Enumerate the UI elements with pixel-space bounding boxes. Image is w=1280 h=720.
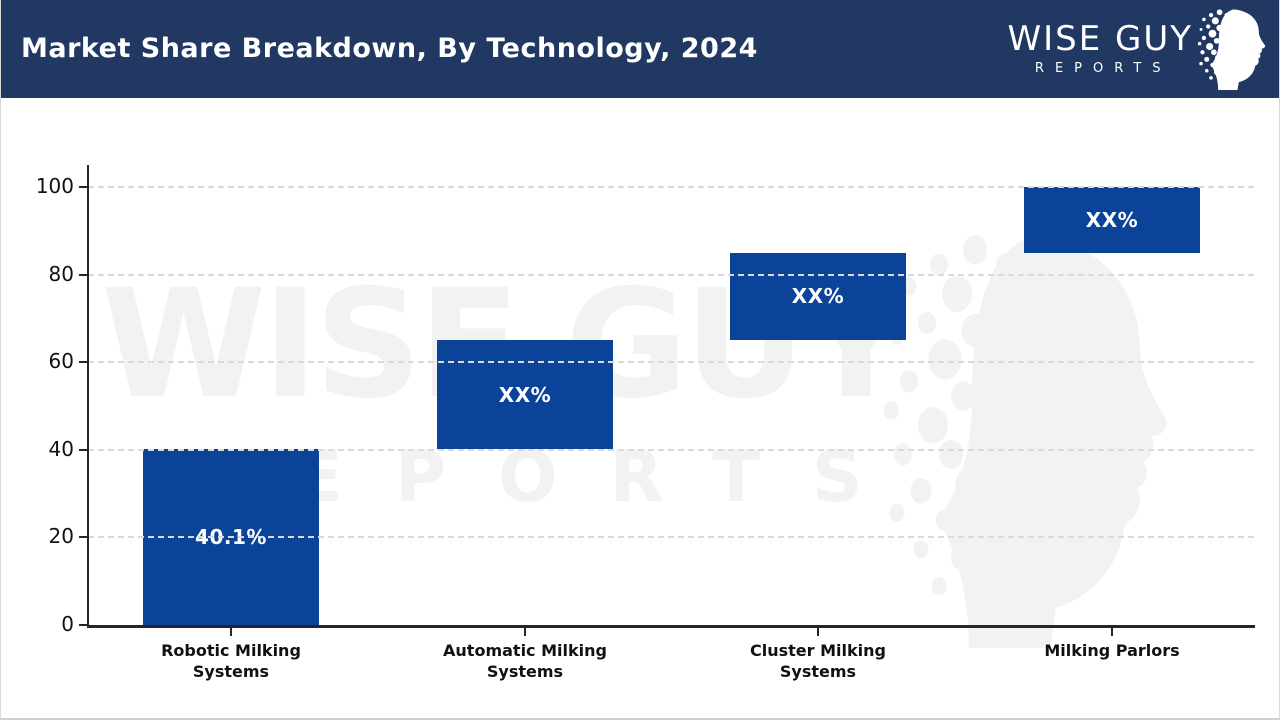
x-axis-tick [1111,628,1113,636]
y-axis-tick [79,536,88,539]
y-axis-tick [79,186,88,188]
header-band: Market Share Breakdown, By Technology, 2… [1,0,1279,98]
gridline [88,448,1254,451]
x-axis-label: Milking Parlors [1044,641,1180,660]
bar-segment: XX% [437,340,613,450]
x-axis-label: Robotic Milking Systems [161,641,301,681]
x-axis-line [87,625,1255,628]
brand-name: WISE GUY [1007,19,1193,60]
gridline [88,536,1254,539]
chart-title: Market Share Breakdown, By Technology, 2… [21,33,758,64]
plot-area: WISE GUY REPORTS 40.1% XX% XX% XX% 0 20 40 60 80… [1,98,1279,718]
bar-segment: XX% [1024,187,1200,253]
bar-value-label: XX% [791,284,845,309]
brand-subname: REPORTS [1034,60,1172,76]
gridline [88,273,1254,276]
x-axis-tick [817,628,819,636]
y-axis-tick-label: 60 [48,349,74,374]
y-axis-tick-label: 80 [48,261,74,286]
y-axis-tick [79,361,88,364]
bar-segment: XX% [730,252,906,341]
y-axis-tick [79,448,88,451]
gridline [88,186,1254,188]
y-axis-tick-label: 40 [48,436,74,461]
brand-logo-text: WISE GUY REPORTS [1007,19,1193,76]
watermark-head-icon [883,235,1167,648]
y-axis-tick-label: 0 [61,612,74,636]
brand-logo: WISE GUY REPORTS [1007,8,1267,90]
y-axis-tick [79,273,88,276]
bar-value-label: XX% [1085,207,1139,232]
x-axis-tick [524,628,526,636]
y-axis-tick-label: 20 [48,524,74,549]
bar-value-label: XX% [498,382,552,407]
y-axis-tick [79,624,88,626]
y-axis-tick-label: 100 [35,174,74,198]
y-axis-line [87,165,89,628]
wise-guy-head-icon [1197,9,1266,90]
gridline [88,361,1254,364]
x-axis-tick [230,628,232,636]
x-axis-label: Automatic Milking Systems [443,641,607,681]
x-axis-label: Cluster Milking Systems [750,641,886,681]
